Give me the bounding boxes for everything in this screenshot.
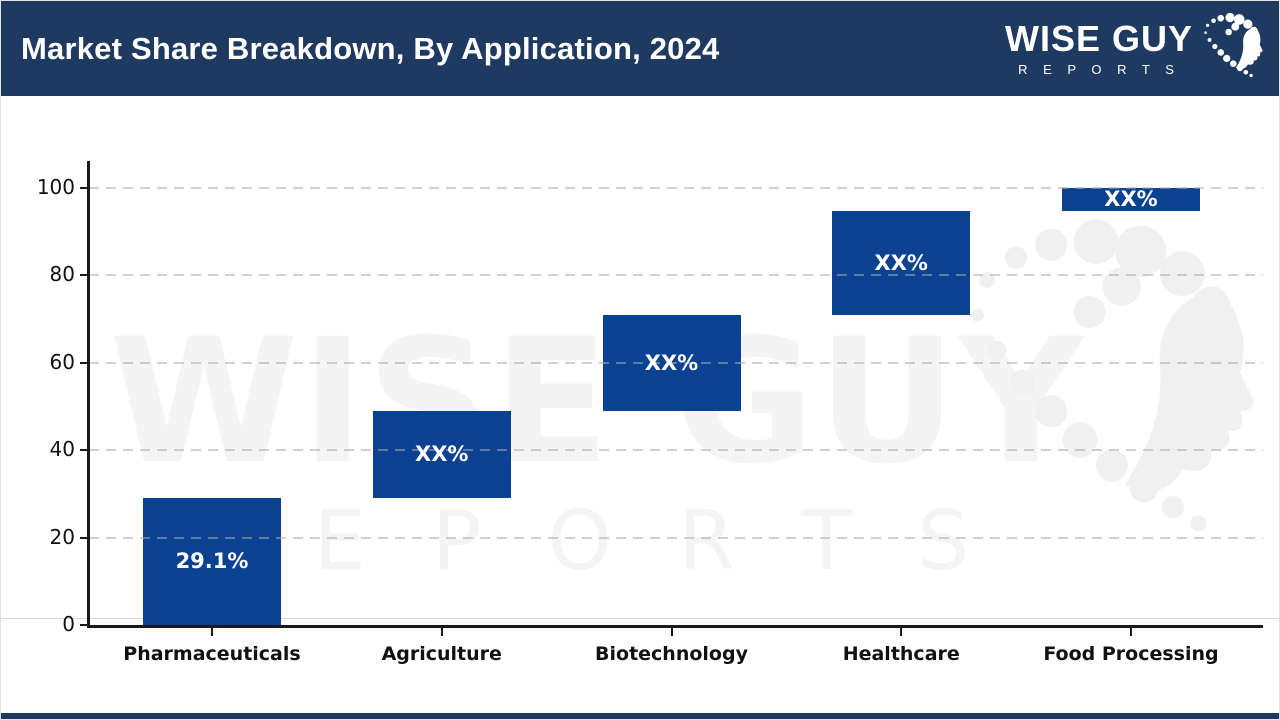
brand-subtitle: R E P O R T S xyxy=(1018,62,1180,77)
bar-value-label: XX% xyxy=(415,442,469,467)
chart-title: Market Share Breakdown, By Application, … xyxy=(21,30,720,66)
x-axis-category-label: Food Processing xyxy=(1043,643,1219,665)
waterfall-bar xyxy=(143,497,281,625)
y-axis-tick-mark xyxy=(80,536,89,539)
bar-value-label: XX% xyxy=(1104,187,1158,212)
x-axis-line xyxy=(87,625,1263,628)
gridline xyxy=(89,361,1263,364)
y-axis-tick-label: 60 xyxy=(49,349,75,374)
watermark-text-2: R E P O R T S xyxy=(191,494,990,589)
footer-bar xyxy=(1,713,1279,719)
watermark-face-icon xyxy=(971,219,1254,532)
footer-divider xyxy=(1,618,1279,619)
gridline xyxy=(89,536,1263,539)
y-axis-tick-mark xyxy=(80,624,89,626)
y-axis-tick-mark xyxy=(80,449,89,451)
x-axis-tick-mark xyxy=(440,628,443,636)
y-axis-line xyxy=(87,161,90,628)
gridline xyxy=(89,186,1263,189)
x-axis-tick-mark xyxy=(211,628,213,636)
waterfall-bar xyxy=(372,411,511,498)
brand-logo: WISE GUY R E P O R T S xyxy=(1005,12,1263,85)
x-axis-category-label: Biotechnology xyxy=(595,643,748,665)
y-axis-tick-label: 80 xyxy=(49,262,75,286)
y-axis-tick-mark xyxy=(80,274,89,276)
bar-value-label: XX% xyxy=(644,350,699,375)
gridline xyxy=(89,274,1263,276)
y-axis-tick-label: 100 xyxy=(36,174,75,199)
y-axis-tick-label: 0 xyxy=(62,612,75,636)
x-axis-tick-mark xyxy=(670,628,673,636)
y-axis-tick-mark xyxy=(80,361,89,364)
waterfall-bar xyxy=(832,211,971,315)
y-axis-tick-mark xyxy=(80,186,89,189)
x-axis-tick-mark xyxy=(1130,628,1132,636)
x-axis-tick-mark xyxy=(900,628,903,636)
y-axis-tick-label: 40 xyxy=(49,437,75,461)
brand-face-icon xyxy=(1204,12,1263,78)
x-axis-category-label: Pharmaceuticals xyxy=(123,643,301,665)
watermark-text-1: WISE GUY xyxy=(109,301,1086,502)
bar-value-label: 29.1% xyxy=(175,549,249,574)
brand-name: WISE GUY xyxy=(1004,18,1193,59)
gridline xyxy=(89,449,1263,451)
header-bar: Market Share Breakdown, By Application, … xyxy=(1,1,1279,96)
chart-canvas: WISE GUY R E P O R T S 29.1% XX% XX% XX% XX%… xyxy=(1,96,1279,713)
y-axis-tick-label: 20 xyxy=(49,524,75,549)
x-axis-category-label: Agriculture xyxy=(381,643,502,665)
bar-value-label: XX% xyxy=(874,250,928,275)
brand-wordmark: WISE GUY R E P O R T S xyxy=(1004,18,1193,77)
waterfall-bar xyxy=(1062,187,1200,212)
x-axis-category-label: Healthcare xyxy=(842,643,960,665)
